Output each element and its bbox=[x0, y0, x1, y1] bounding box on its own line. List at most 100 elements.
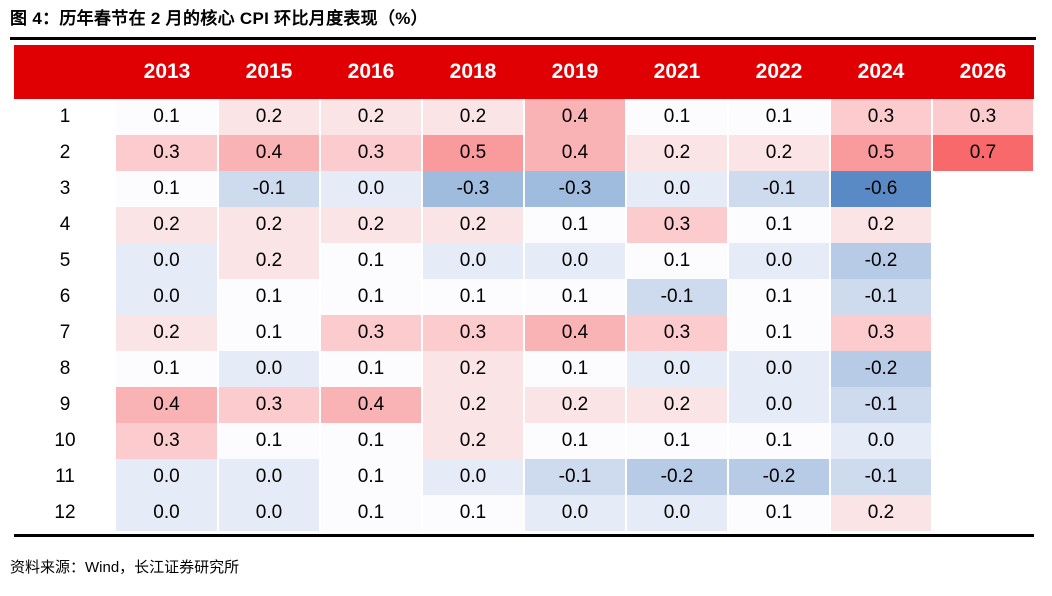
value-cell: 0.2 bbox=[320, 99, 423, 135]
table-row: 6 0.0 0.1 0.1 0.1 0.1 -0.1 0.1 -0.1 bbox=[14, 279, 1035, 315]
value-cell bbox=[932, 243, 1035, 279]
year-header-2013: 2013 bbox=[116, 45, 218, 99]
month-label: 10 bbox=[14, 423, 116, 459]
value-cell: 0.0 bbox=[524, 495, 627, 531]
value-cell: 0.0 bbox=[728, 351, 831, 387]
value-cell: 0.3 bbox=[116, 135, 219, 171]
value-cell: 0.4 bbox=[320, 387, 423, 423]
month-label: 3 bbox=[14, 171, 116, 207]
value-cell: 0.3 bbox=[422, 315, 525, 351]
table-row: 4 0.2 0.2 0.2 0.2 0.1 0.3 0.1 0.2 bbox=[14, 207, 1035, 243]
table-row: 10 0.3 0.1 0.1 0.2 0.1 0.1 0.1 0.0 bbox=[14, 423, 1035, 459]
table-row: 12 0.0 0.0 0.1 0.1 0.0 0.0 0.1 0.2 bbox=[14, 495, 1035, 531]
value-cell: 0.1 bbox=[422, 495, 525, 531]
value-cell bbox=[932, 495, 1035, 531]
table-row: 3 0.1 -0.1 0.0 -0.3 -0.3 0.0 -0.1 -0.6 bbox=[14, 171, 1035, 207]
year-header-2024: 2024 bbox=[830, 45, 932, 99]
table-header: 2013 2015 2016 2018 2019 2021 2022 2024 2026 bbox=[14, 45, 1034, 99]
value-cell: 0.1 bbox=[320, 351, 423, 387]
year-header-2021: 2021 bbox=[626, 45, 728, 99]
value-cell: -0.2 bbox=[728, 459, 831, 495]
month-label: 6 bbox=[14, 279, 116, 315]
value-cell: 0.2 bbox=[320, 207, 423, 243]
value-cell: 0.2 bbox=[422, 423, 525, 459]
value-cell: 0.2 bbox=[116, 207, 219, 243]
value-cell: 0.1 bbox=[116, 171, 219, 207]
value-cell: 0.0 bbox=[626, 171, 729, 207]
value-cell bbox=[932, 171, 1035, 207]
year-header-2019: 2019 bbox=[524, 45, 626, 99]
value-cell: 0.1 bbox=[728, 207, 831, 243]
month-label: 2 bbox=[14, 135, 116, 171]
value-cell: 0.0 bbox=[728, 387, 831, 423]
value-cell: 0.4 bbox=[218, 135, 321, 171]
month-label: 11 bbox=[14, 459, 116, 495]
value-cell: 0.3 bbox=[626, 207, 729, 243]
value-cell: 0.2 bbox=[218, 207, 321, 243]
year-header-2026: 2026 bbox=[932, 45, 1034, 99]
table-row: 5 0.0 0.2 0.1 0.0 0.0 0.1 0.0 -0.2 bbox=[14, 243, 1035, 279]
value-cell: 0.2 bbox=[626, 135, 729, 171]
table-row: 7 0.2 0.1 0.3 0.3 0.4 0.3 0.1 0.3 bbox=[14, 315, 1035, 351]
value-cell: 0.1 bbox=[524, 351, 627, 387]
value-cell: 0.1 bbox=[116, 351, 219, 387]
value-cell: 0.3 bbox=[218, 387, 321, 423]
value-cell: -0.2 bbox=[830, 243, 933, 279]
value-cell: 0.2 bbox=[218, 99, 321, 135]
value-cell bbox=[932, 207, 1035, 243]
value-cell: 0.4 bbox=[116, 387, 219, 423]
value-cell: 0.0 bbox=[218, 495, 321, 531]
table-body: 1 0.1 0.2 0.2 0.2 0.4 0.1 0.1 0.3 0.3 2 0.3 0.4 0.3 0.… bbox=[14, 99, 1035, 531]
value-cell: 0.7 bbox=[932, 135, 1035, 171]
value-cell: 0.2 bbox=[830, 207, 933, 243]
value-cell bbox=[932, 387, 1035, 423]
month-label: 1 bbox=[14, 99, 116, 135]
value-cell: 0.2 bbox=[626, 387, 729, 423]
value-cell: 0.1 bbox=[626, 243, 729, 279]
value-cell: 0.0 bbox=[218, 351, 321, 387]
value-cell: 0.0 bbox=[116, 279, 219, 315]
corner-cell bbox=[14, 45, 116, 99]
value-cell: 0.2 bbox=[422, 99, 525, 135]
value-cell: 0.4 bbox=[524, 315, 627, 351]
value-cell: -0.2 bbox=[626, 459, 729, 495]
value-cell: 0.2 bbox=[422, 387, 525, 423]
value-cell: 0.0 bbox=[116, 243, 219, 279]
value-cell: 0.1 bbox=[626, 99, 729, 135]
value-cell: 0.4 bbox=[524, 99, 627, 135]
value-cell: 0.1 bbox=[320, 279, 423, 315]
value-cell: -0.1 bbox=[830, 459, 933, 495]
value-cell: 0.2 bbox=[422, 207, 525, 243]
month-label: 5 bbox=[14, 243, 116, 279]
value-cell: 0.0 bbox=[626, 351, 729, 387]
value-cell: 0.1 bbox=[116, 99, 219, 135]
value-cell: 0.1 bbox=[320, 423, 423, 459]
value-cell: 0.3 bbox=[116, 423, 219, 459]
value-cell: 0.1 bbox=[524, 423, 627, 459]
year-header-2018: 2018 bbox=[422, 45, 524, 99]
table-row: 11 0.0 0.0 0.1 0.0 -0.1 -0.2 -0.2 -0.1 bbox=[14, 459, 1035, 495]
year-header-2022: 2022 bbox=[728, 45, 830, 99]
value-cell: 0.1 bbox=[218, 315, 321, 351]
value-cell: 0.1 bbox=[728, 279, 831, 315]
value-cell bbox=[932, 279, 1035, 315]
value-cell: 0.1 bbox=[320, 495, 423, 531]
value-cell: 0.0 bbox=[830, 423, 933, 459]
value-cell: 0.1 bbox=[728, 99, 831, 135]
value-cell: 0.1 bbox=[728, 495, 831, 531]
value-cell: -0.1 bbox=[830, 387, 933, 423]
value-cell bbox=[932, 351, 1035, 387]
value-cell: 0.0 bbox=[728, 243, 831, 279]
value-cell: 0.4 bbox=[524, 135, 627, 171]
table-row: 9 0.4 0.3 0.4 0.2 0.2 0.2 0.0 -0.1 bbox=[14, 387, 1035, 423]
value-cell: 0.1 bbox=[524, 279, 627, 315]
value-cell: 0.2 bbox=[422, 351, 525, 387]
value-cell: 0.3 bbox=[830, 99, 933, 135]
table-row: 8 0.1 0.0 0.1 0.2 0.1 0.0 0.0 -0.2 bbox=[14, 351, 1035, 387]
value-cell bbox=[932, 459, 1035, 495]
value-cell: 0.0 bbox=[116, 459, 219, 495]
value-cell: 0.0 bbox=[422, 459, 525, 495]
value-cell: 0.1 bbox=[728, 423, 831, 459]
value-cell: -0.1 bbox=[524, 459, 627, 495]
value-cell: -0.1 bbox=[218, 171, 321, 207]
